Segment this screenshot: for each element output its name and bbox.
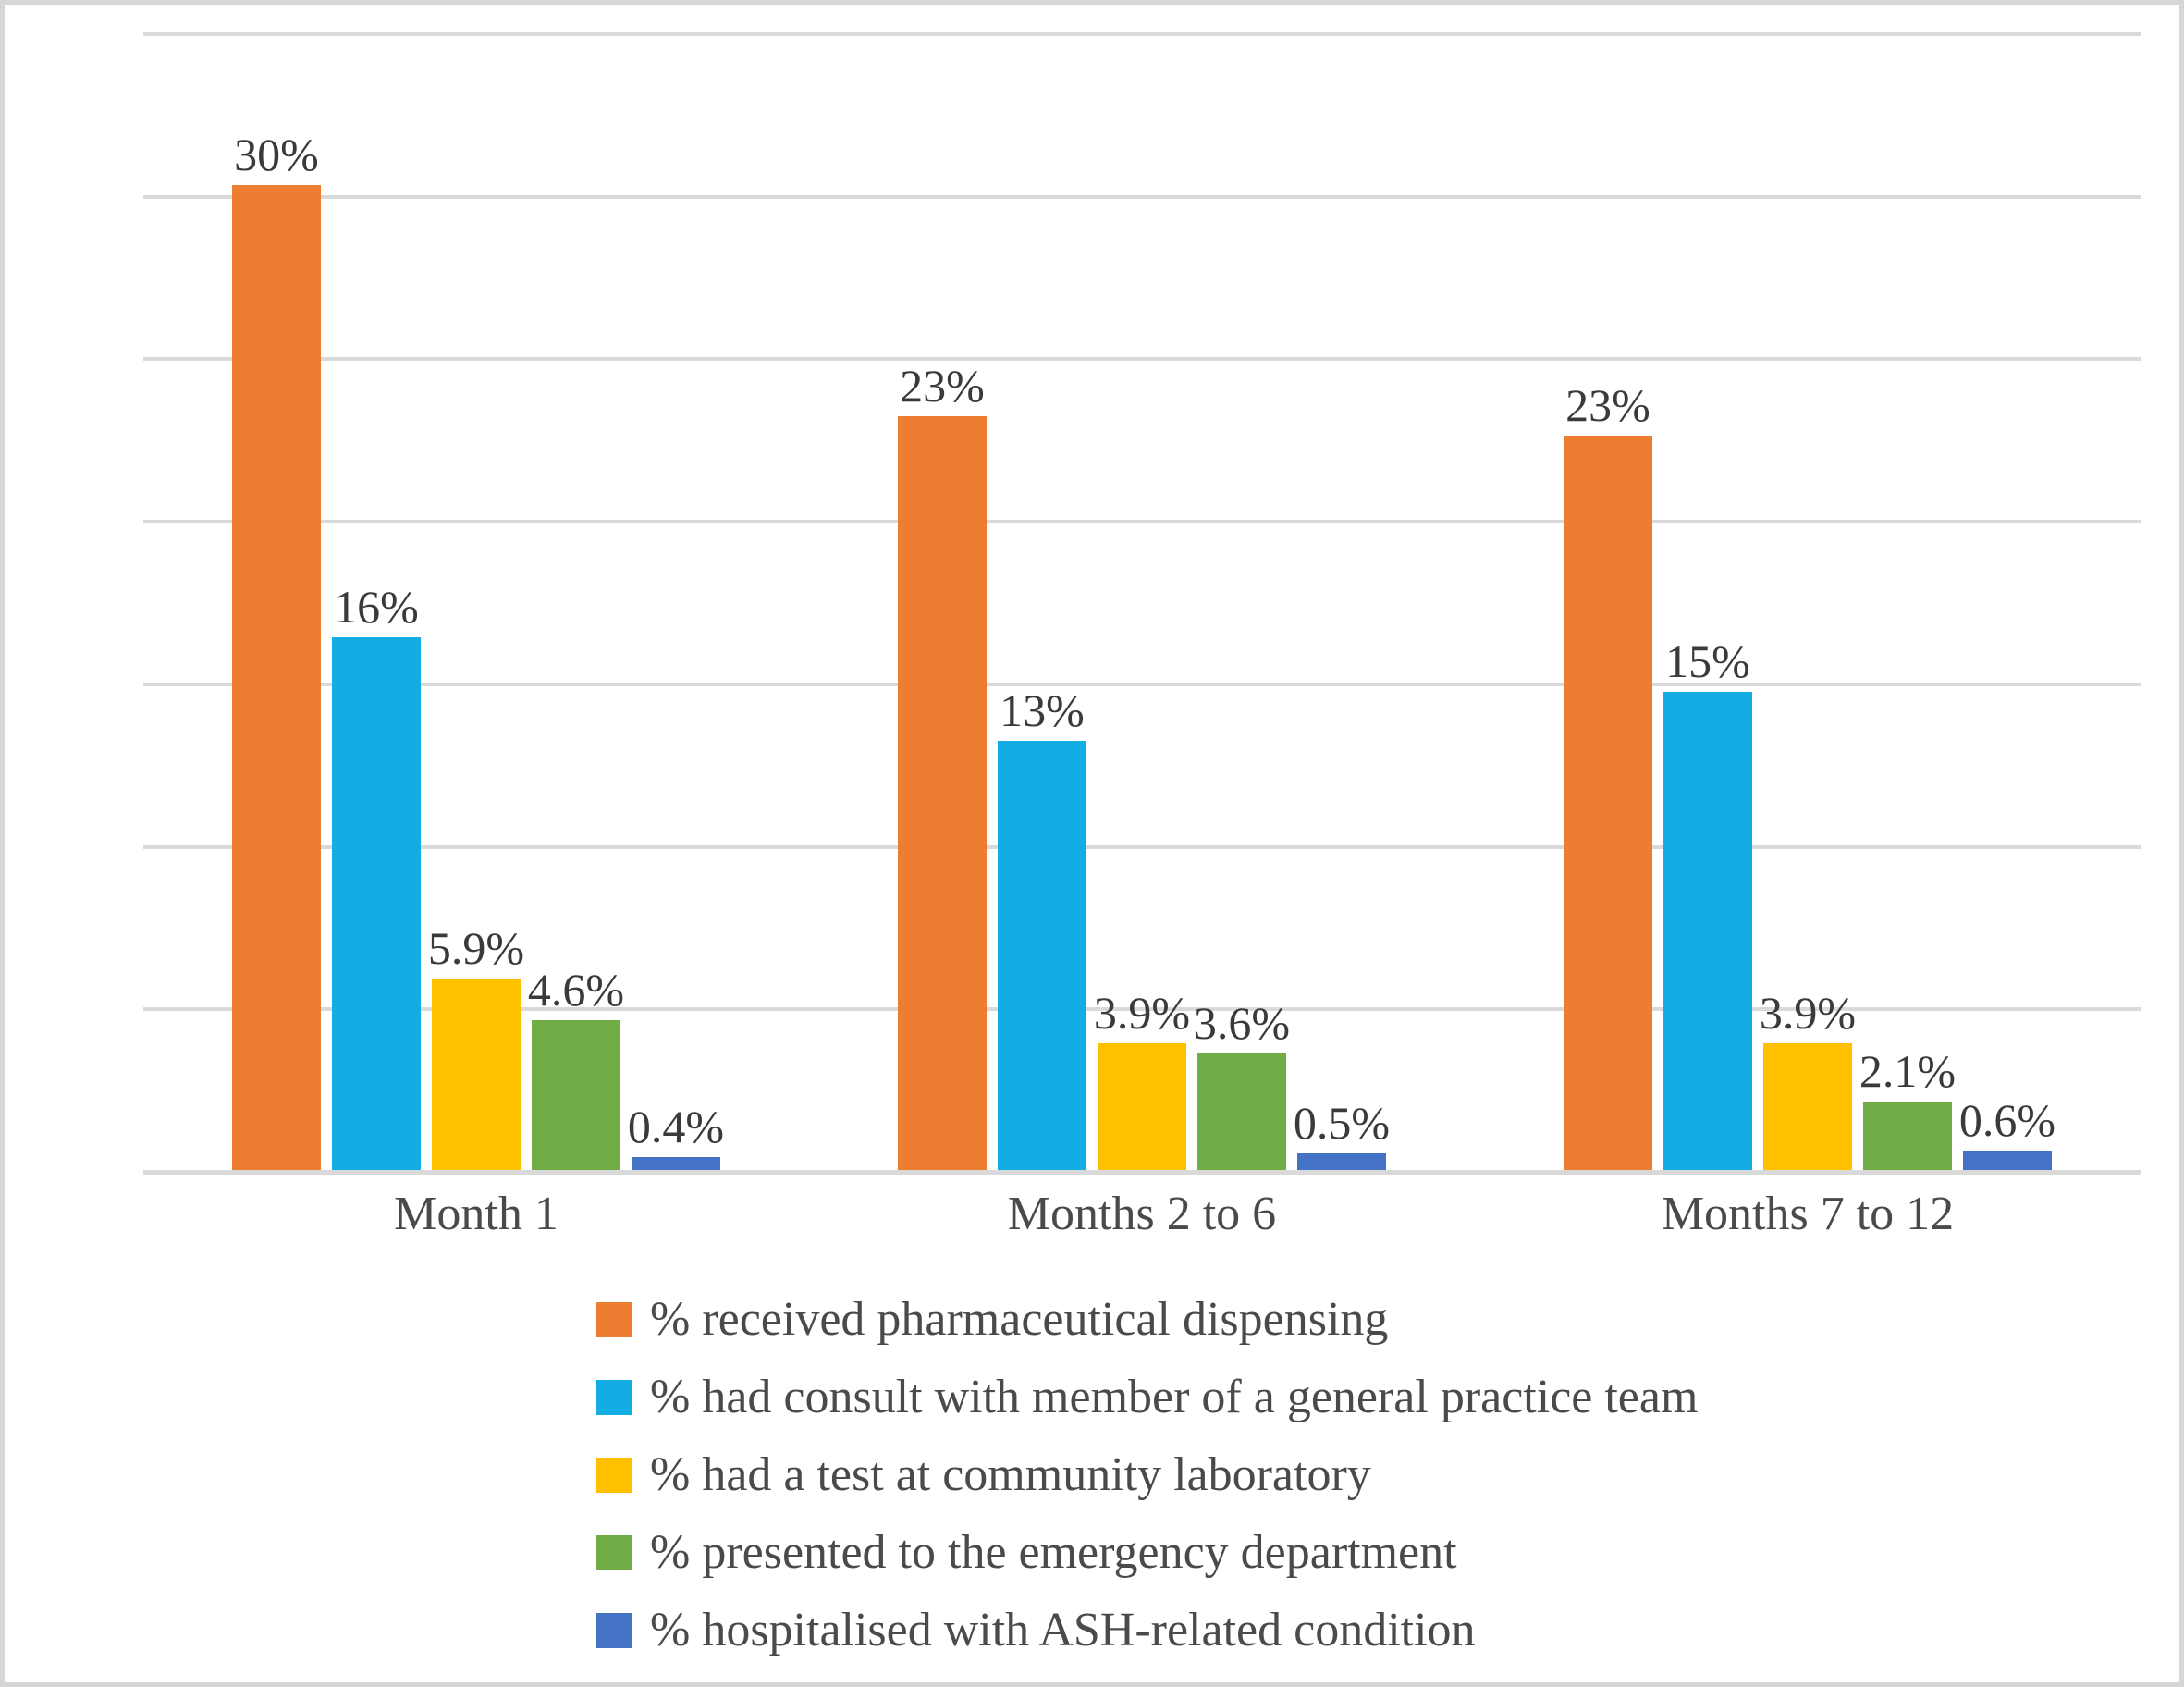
legend-item-label: % had consult with member of a general p… — [650, 1371, 1699, 1423]
bar-value-label: 3.9% — [1093, 986, 1191, 1039]
bar[interactable] — [1098, 1042, 1186, 1170]
bar-slot: 5.9% — [428, 32, 524, 1170]
bar-value-label: 16% — [334, 580, 419, 633]
legend-item-label: % received pharmaceutical dispensing — [650, 1293, 1389, 1346]
legend-item-label: % had a test at community laboratory — [650, 1448, 1371, 1501]
gridline — [143, 1007, 2141, 1012]
bar[interactable] — [1663, 692, 1752, 1170]
bar[interactable] — [1564, 435, 1652, 1170]
bar-slot: 23% — [898, 32, 987, 1170]
bar[interactable] — [532, 1020, 620, 1170]
gridline — [143, 357, 2141, 362]
bar-value-label: 0.4% — [627, 1100, 725, 1152]
x-axis-labels: Month 1 Months 2 to 6 Months 7 to 12 — [143, 1187, 2141, 1241]
bar[interactable] — [1297, 1153, 1386, 1170]
legend-item-label: % hospitalised with ASH-related conditio… — [650, 1604, 1476, 1656]
bar[interactable] — [232, 185, 321, 1170]
bar[interactable] — [898, 415, 987, 1170]
bar-value-label: 0.6% — [1958, 1093, 2056, 1146]
bar-value-label: 3.9% — [1759, 986, 1857, 1039]
legend-item[interactable]: % had consult with member of a general p… — [596, 1359, 1698, 1436]
bar[interactable] — [1197, 1053, 1286, 1170]
bar-value-label: 23% — [900, 359, 985, 412]
legend-swatch-icon — [596, 1302, 632, 1337]
bar-slot: 23% — [1564, 32, 1652, 1170]
bar-slot: 0.6% — [1959, 32, 2055, 1170]
bar-slot: 3.9% — [1094, 32, 1190, 1170]
bar-value-label: 5.9% — [427, 921, 525, 974]
legend-item-label: % presented to the emergency department — [650, 1526, 1457, 1579]
bar-slot: 3.9% — [1760, 32, 1856, 1170]
bar[interactable] — [1763, 1042, 1852, 1170]
bar-value-label: 2.1% — [1859, 1045, 1957, 1098]
bar-slot: 16% — [332, 32, 421, 1170]
bar[interactable] — [1863, 1102, 1952, 1170]
bar-value-label: 23% — [1565, 378, 1650, 431]
bar-value-label: 30% — [234, 129, 319, 181]
legend-item[interactable]: % had a test at community laboratory — [596, 1436, 1371, 1514]
bar-group: 23% 13% 3.9% 3.6% 0.5% — [809, 32, 1475, 1170]
bar[interactable] — [432, 978, 521, 1170]
x-axis-tick-label: Months 7 to 12 — [1661, 1188, 1955, 1240]
bar-group: 30% 16% 5.9% 4.6% 0.4% — [143, 32, 809, 1170]
gridline — [143, 844, 2141, 849]
bar-group: 23% 15% 3.9% 2.1% 0.6% — [1475, 32, 2141, 1170]
legend-item[interactable]: % received pharmaceutical dispensing — [596, 1281, 1388, 1359]
bar-value-label: 13% — [1000, 684, 1085, 737]
legend-swatch-icon — [596, 1458, 632, 1493]
bars-layer: 30% 16% 5.9% 4.6% 0.4% 23% 13% 3.9% 3.6% 0.5% 23% 1… — [143, 32, 2141, 1170]
bar-slot: 0.5% — [1294, 32, 1390, 1170]
bar-slot: 3.6% — [1194, 32, 1290, 1170]
bar-slot: 2.1% — [1859, 32, 1956, 1170]
gridline — [143, 682, 2141, 686]
chart-legend: % received pharmaceutical dispensing % ha… — [5, 1281, 2179, 1669]
bar-slot: 4.6% — [528, 32, 624, 1170]
gridline — [143, 32, 2141, 36]
legend-item[interactable]: % presented to the emergency department — [596, 1514, 1457, 1592]
gridline — [143, 520, 2141, 524]
gridline — [143, 194, 2141, 199]
bar-value-label: 3.6% — [1193, 996, 1291, 1049]
bar[interactable] — [998, 741, 1086, 1170]
bar-value-label: 0.5% — [1293, 1097, 1391, 1150]
x-axis-line — [143, 1170, 2141, 1175]
legend-swatch-icon — [596, 1613, 632, 1648]
bar-slot: 30% — [232, 32, 321, 1170]
bar-slot: 0.4% — [628, 32, 724, 1170]
bar[interactable] — [632, 1156, 720, 1170]
bar[interactable] — [1963, 1150, 2052, 1170]
bar-slot: 13% — [998, 32, 1086, 1170]
x-axis-tick-label: Month 1 — [394, 1188, 558, 1240]
bar-value-label: 15% — [1665, 635, 1750, 688]
bar[interactable] — [332, 636, 421, 1170]
bar-value-label: 4.6% — [527, 964, 625, 1016]
x-axis-tick-label: Months 2 to 6 — [1007, 1188, 1277, 1240]
legend-item[interactable]: % hospitalised with ASH-related conditio… — [596, 1592, 1476, 1669]
legend-swatch-icon — [596, 1535, 632, 1570]
bar-slot: 15% — [1663, 32, 1752, 1170]
legend-swatch-icon — [596, 1380, 632, 1415]
